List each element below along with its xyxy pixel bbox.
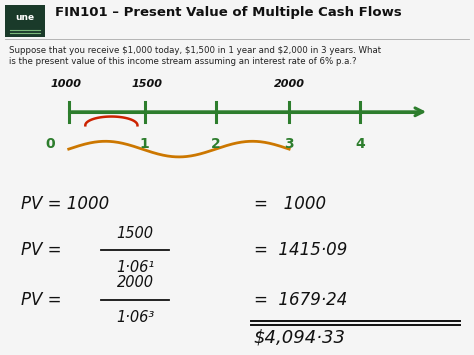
Text: Suppose that you receive $1,000 today, $1,500 in 1 year and $2,000 in 3 years. W: Suppose that you receive $1,000 today, $…: [9, 46, 382, 55]
Bar: [5, 5, 45, 37]
Text: 4: 4: [356, 137, 365, 151]
Text: 2000: 2000: [273, 79, 305, 89]
Text: PV = 1000: PV = 1000: [21, 195, 109, 213]
Text: PV =: PV =: [21, 291, 62, 309]
Text: 2: 2: [211, 137, 220, 151]
Text: 0: 0: [45, 137, 55, 151]
Text: une: une: [16, 12, 35, 22]
Text: FIN101 – Present Value of Multiple Cash Flows: FIN101 – Present Value of Multiple Cash …: [55, 6, 401, 19]
Text: 1·06¹: 1·06¹: [116, 260, 154, 275]
Text: 2000: 2000: [117, 275, 154, 290]
Text: =  1415·09: = 1415·09: [254, 241, 347, 259]
Text: =   1000: = 1000: [254, 195, 326, 213]
Text: 3: 3: [284, 137, 294, 151]
Text: is the present value of this income stream assuming an interest rate of 6% p.a.?: is the present value of this income stre…: [9, 57, 357, 66]
Text: 1·06³: 1·06³: [116, 310, 154, 324]
Text: =  1679·24: = 1679·24: [254, 291, 347, 309]
Text: 1: 1: [140, 137, 149, 151]
Text: 1500: 1500: [117, 226, 154, 241]
Text: 1000: 1000: [51, 79, 82, 89]
Text: PV =: PV =: [21, 241, 62, 259]
Text: 1500: 1500: [131, 79, 163, 89]
Text: $4,094·33: $4,094·33: [254, 329, 346, 347]
